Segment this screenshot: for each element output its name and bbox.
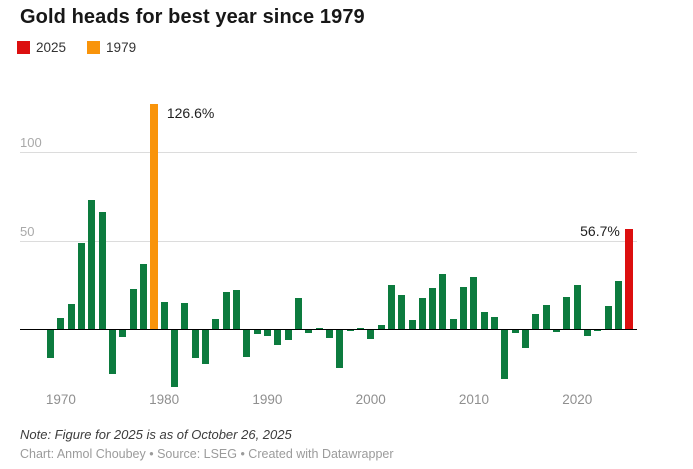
page-title: Gold heads for best year since 1979 <box>20 6 365 28</box>
value-label-2025: 56.7% <box>580 222 620 239</box>
bar-2021[interactable] <box>584 329 592 336</box>
bar-2012[interactable] <box>491 316 499 330</box>
bar-2004[interactable] <box>408 319 416 330</box>
bar-1992[interactable] <box>284 329 292 340</box>
zero-baseline <box>20 328 637 331</box>
bar-1980[interactable] <box>160 302 168 330</box>
bar-2008[interactable] <box>449 319 457 330</box>
bar-2006[interactable] <box>429 288 437 330</box>
bar-2010[interactable] <box>470 277 478 330</box>
legend-label-2025: 2025 <box>36 40 67 55</box>
y-axis-tick-label-100: 100 <box>20 135 42 151</box>
legend: 2025 1979 <box>17 40 136 55</box>
x-axis-tick-label-2020: 2020 <box>562 391 593 407</box>
x-axis-tick-label-2010: 2010 <box>458 391 489 407</box>
bar-2018[interactable] <box>553 329 561 333</box>
x-axis-tick-label-1970: 1970 <box>45 391 76 407</box>
bar-1986[interactable] <box>222 291 230 330</box>
bar-1988[interactable] <box>243 329 251 357</box>
bar-2013[interactable] <box>501 329 509 380</box>
bar-2023[interactable] <box>604 306 612 330</box>
bar-2005[interactable] <box>418 297 426 330</box>
bar-2000[interactable] <box>367 329 375 340</box>
bar-2003[interactable] <box>398 295 406 330</box>
bar-1972[interactable] <box>78 242 86 330</box>
bar-2016[interactable] <box>532 314 540 330</box>
bar-2024[interactable] <box>615 281 623 330</box>
bar-2020[interactable] <box>573 284 581 330</box>
bar-1975[interactable] <box>109 329 117 374</box>
bar-2025[interactable] <box>624 228 633 330</box>
bar-1977[interactable] <box>129 289 137 330</box>
legend-swatch-1979-icon <box>87 41 101 54</box>
bar-2011[interactable] <box>480 311 488 330</box>
bar-2001[interactable] <box>377 325 385 330</box>
bar-1976[interactable] <box>119 329 127 337</box>
bar-1983[interactable] <box>191 329 199 359</box>
bar-2002[interactable] <box>387 285 395 330</box>
x-axis-tick-label-1990: 1990 <box>252 391 283 407</box>
y-axis-tick-label-50: 50 <box>20 224 35 240</box>
bar-1984[interactable] <box>201 329 209 364</box>
bar-2017[interactable] <box>542 305 550 330</box>
bar-2014[interactable] <box>511 329 519 333</box>
bar-1990[interactable] <box>263 329 271 337</box>
value-label-1979: 126.6% <box>166 105 215 122</box>
gridline-100 <box>20 151 637 153</box>
bar-1993[interactable] <box>294 298 302 330</box>
legend-item-1979: 1979 <box>87 40 136 55</box>
bar-1982[interactable] <box>181 303 189 330</box>
bar-2009[interactable] <box>460 286 468 330</box>
bar-2019[interactable] <box>563 296 571 330</box>
bar-1978[interactable] <box>140 263 148 330</box>
bar-1997[interactable] <box>336 329 344 368</box>
bar-1974[interactable] <box>98 211 106 330</box>
x-axis-tick-label-1980: 1980 <box>149 391 180 407</box>
bar-1987[interactable] <box>232 290 240 330</box>
gridline-50 <box>20 240 637 242</box>
legend-item-2025: 2025 <box>17 40 66 55</box>
bar-1991[interactable] <box>274 329 282 345</box>
bar-1970[interactable] <box>57 318 65 330</box>
bar-1996[interactable] <box>325 329 333 338</box>
legend-label-1979: 1979 <box>106 40 137 55</box>
bar-1989[interactable] <box>253 329 261 335</box>
x-axis-tick-label-2000: 2000 <box>355 391 386 407</box>
bar-1973[interactable] <box>88 199 96 330</box>
bar-1981[interactable] <box>171 329 178 388</box>
bar-2015[interactable] <box>522 329 530 348</box>
bar-1979[interactable] <box>149 104 158 330</box>
bar-1994[interactable] <box>305 329 313 334</box>
bar-1998[interactable] <box>346 329 354 331</box>
legend-swatch-2025-icon <box>17 41 30 54</box>
bar-2007[interactable] <box>439 273 447 330</box>
chart-credit: Chart: Anmol Choubey • Source: LSEG • Cr… <box>20 447 394 461</box>
bar-1971[interactable] <box>67 303 75 330</box>
bar-1985[interactable] <box>212 319 220 330</box>
bar-1969[interactable] <box>47 329 55 359</box>
chart-note: Note: Figure for 2025 is as of October 2… <box>20 427 292 442</box>
